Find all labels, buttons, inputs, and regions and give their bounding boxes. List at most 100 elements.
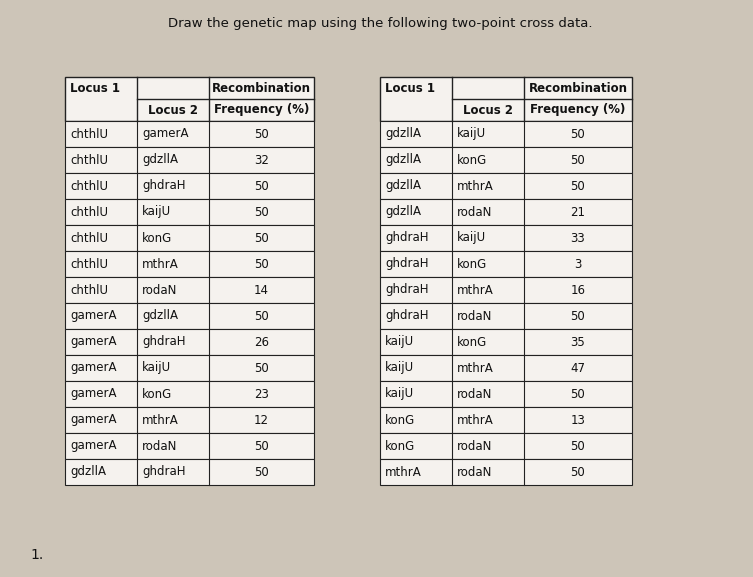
Bar [380, 77, 632, 485]
Text: mthrA: mthrA [142, 257, 178, 271]
Bar [65, 251, 314, 277]
Text: 50: 50 [254, 231, 269, 245]
Text: rodaN: rodaN [457, 466, 492, 478]
Bar [380, 277, 632, 303]
Text: ghdraH: ghdraH [385, 309, 428, 323]
Text: mthrA: mthrA [457, 362, 494, 374]
Text: chthlU: chthlU [70, 179, 108, 193]
Text: konG: konG [457, 335, 487, 349]
Text: rodaN: rodaN [457, 309, 492, 323]
Text: 13: 13 [571, 414, 585, 426]
Text: konG: konG [385, 440, 415, 452]
Text: Draw the genetic map using the following two-point cross data.: Draw the genetic map using the following… [168, 17, 593, 31]
Text: 26: 26 [254, 335, 269, 349]
Text: gdzllA: gdzllA [385, 128, 421, 141]
Bar [380, 355, 632, 381]
Bar [380, 225, 632, 251]
Text: 47: 47 [571, 362, 586, 374]
Text: 16: 16 [571, 283, 586, 297]
Bar [380, 381, 632, 407]
Text: 23: 23 [254, 388, 269, 400]
Text: kaijU: kaijU [457, 231, 486, 245]
Bar [65, 147, 314, 173]
Text: chthlU: chthlU [70, 153, 108, 167]
Text: Recombination: Recombination [529, 81, 627, 95]
Text: 12: 12 [254, 414, 269, 426]
Text: 50: 50 [571, 309, 585, 323]
Text: mthrA: mthrA [457, 414, 494, 426]
Text: Locus 1: Locus 1 [385, 81, 435, 95]
Text: 50: 50 [254, 466, 269, 478]
Text: Frequency (%): Frequency (%) [214, 103, 309, 117]
Text: gamerA: gamerA [70, 388, 117, 400]
Text: kaijU: kaijU [385, 362, 414, 374]
Text: 33: 33 [571, 231, 585, 245]
Text: 35: 35 [571, 335, 585, 349]
Text: konG: konG [142, 231, 172, 245]
Text: chthlU: chthlU [70, 283, 108, 297]
Text: kaijU: kaijU [385, 388, 414, 400]
Text: gamerA: gamerA [142, 128, 188, 141]
Text: gamerA: gamerA [70, 309, 117, 323]
Text: Locus 2: Locus 2 [463, 103, 513, 117]
Text: 50: 50 [254, 205, 269, 219]
Text: 50: 50 [571, 128, 585, 141]
Text: 50: 50 [254, 179, 269, 193]
Text: mthrA: mthrA [457, 283, 494, 297]
Text: kaijU: kaijU [142, 362, 171, 374]
Bar [380, 329, 632, 355]
Text: konG: konG [457, 153, 487, 167]
Text: gamerA: gamerA [70, 414, 117, 426]
Text: chthlU: chthlU [70, 257, 108, 271]
Bar [380, 459, 632, 485]
Text: ghdraH: ghdraH [385, 231, 428, 245]
Text: chthlU: chthlU [70, 205, 108, 219]
Text: gdzllA: gdzllA [385, 205, 421, 219]
Bar [65, 173, 314, 199]
Text: Recombination: Recombination [212, 81, 311, 95]
Text: ghdraH: ghdraH [385, 283, 428, 297]
Text: 50: 50 [571, 153, 585, 167]
Bar [65, 77, 314, 121]
Text: rodaN: rodaN [457, 205, 492, 219]
Bar [65, 329, 314, 355]
Bar [65, 199, 314, 225]
Text: 3: 3 [575, 257, 581, 271]
Text: mthrA: mthrA [457, 179, 494, 193]
Bar [65, 225, 314, 251]
Text: gamerA: gamerA [70, 440, 117, 452]
Text: ghdraH: ghdraH [142, 335, 185, 349]
Text: gdzllA: gdzllA [142, 153, 178, 167]
Bar [380, 173, 632, 199]
Bar [380, 121, 632, 147]
Bar [65, 121, 314, 147]
Text: konG: konG [142, 388, 172, 400]
Text: chthlU: chthlU [70, 231, 108, 245]
Bar [65, 277, 314, 303]
Text: 50: 50 [571, 388, 585, 400]
Text: Locus 1: Locus 1 [70, 81, 120, 95]
Text: kaijU: kaijU [142, 205, 171, 219]
Bar [380, 77, 632, 121]
Text: 50: 50 [571, 440, 585, 452]
Text: gdzllA: gdzllA [142, 309, 178, 323]
Text: mthrA: mthrA [142, 414, 178, 426]
Text: rodaN: rodaN [142, 440, 178, 452]
Text: rodaN: rodaN [142, 283, 178, 297]
Bar [380, 303, 632, 329]
Text: ghdraH: ghdraH [385, 257, 428, 271]
Bar [65, 433, 314, 459]
Text: 1.: 1. [30, 548, 43, 562]
Text: ghdraH: ghdraH [142, 466, 185, 478]
Text: gamerA: gamerA [70, 362, 117, 374]
Text: Locus 2: Locus 2 [148, 103, 198, 117]
Bar [65, 303, 314, 329]
Text: Frequency (%): Frequency (%) [530, 103, 626, 117]
Text: chthlU: chthlU [70, 128, 108, 141]
Text: kaijU: kaijU [385, 335, 414, 349]
Bar [380, 407, 632, 433]
Text: ghdraH: ghdraH [142, 179, 185, 193]
Bar [65, 77, 314, 485]
Bar [65, 381, 314, 407]
Text: gdzllA: gdzllA [385, 153, 421, 167]
